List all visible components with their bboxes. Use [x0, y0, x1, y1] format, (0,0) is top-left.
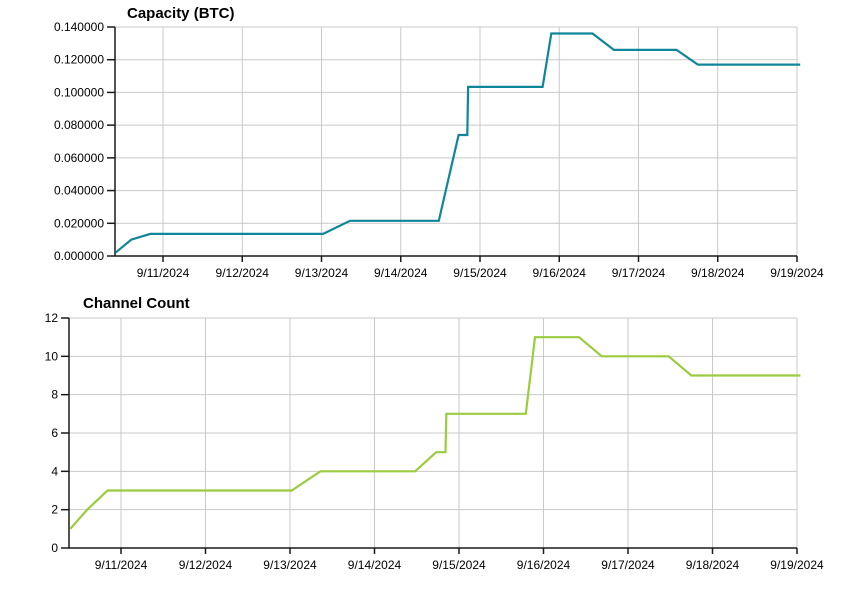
- channel-count-series-line: [69, 336, 801, 530]
- y-axis-tick-label: 0.000000: [54, 249, 104, 263]
- y-axis-tick-label: 8: [51, 388, 58, 402]
- x-axis-tick-label: 9/12/2024: [216, 266, 270, 280]
- x-axis-tick-label: 9/11/2024: [95, 558, 148, 572]
- x-axis-tick-label: 9/16/2024: [533, 266, 587, 280]
- capacity-series-line: [114, 32, 801, 254]
- x-axis-tick-label: 9/16/2024: [517, 558, 571, 572]
- channel-count-chart-canvas: 0 2 4 6 8 10 12 9/11/2024 9/12/2024 9/13/2024 9/14…: [45, 311, 824, 572]
- y-axis-tick-label: 0.120000: [54, 53, 104, 67]
- y-axis-tick-label: 4: [51, 464, 58, 478]
- y-axis-tick-label: 0.140000: [54, 20, 104, 34]
- y-axis-tick-label: 0.060000: [54, 151, 104, 165]
- y-axis-tick-label: 0.080000: [54, 118, 104, 132]
- x-axis-tick-label: 9/11/2024: [137, 266, 190, 280]
- y-axis-tick-label: 10: [45, 349, 59, 363]
- y-axis-tick-label: 0.020000: [54, 216, 104, 230]
- x-axis-tick-label: 9/19/2024: [770, 558, 824, 572]
- x-axis-tick-label: 9/13/2024: [263, 558, 317, 572]
- y-axis-tick-label: 12: [45, 311, 59, 325]
- y-axis-tick-label: 0: [51, 541, 58, 555]
- y-axis-tick-label: 0.100000: [54, 85, 104, 99]
- x-axis-tick-label: 9/19/2024: [770, 266, 824, 280]
- x-axis-tick-label: 9/15/2024: [432, 558, 486, 572]
- y-axis-tick-label: 0.040000: [54, 184, 104, 198]
- capacity-chart-canvas: 0.000000 0.020000 0.040000 0.060000 0.080000…: [54, 20, 824, 280]
- x-axis-tick-label: 9/15/2024: [453, 266, 507, 280]
- y-axis-tick-label: 6: [51, 426, 58, 440]
- channel-count-chart-title: Channel Count: [83, 295, 190, 312]
- x-axis-tick-label: 9/17/2024: [601, 558, 655, 572]
- x-axis-tick-label: 9/14/2024: [348, 558, 402, 572]
- x-axis-tick-label: 9/17/2024: [612, 266, 666, 280]
- capacity-chart-title: Capacity (BTC): [127, 5, 235, 22]
- x-axis-tick-label: 9/13/2024: [295, 266, 349, 280]
- x-axis-tick-label: 9/12/2024: [179, 558, 233, 572]
- x-axis-tick-label: 9/14/2024: [374, 266, 428, 280]
- y-axis-tick-label: 2: [51, 503, 58, 517]
- x-axis-tick-label: 9/18/2024: [691, 266, 745, 280]
- x-axis-tick-label: 9/18/2024: [686, 558, 740, 572]
